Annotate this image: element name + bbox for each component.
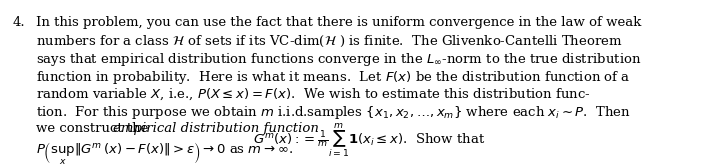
- Text: 4.: 4.: [13, 16, 25, 29]
- Text: random variable $X$, i.e., $P(X \leq x) = F(x)$.  We wish to estimate this distr: random variable $X$, i.e., $P(X \leq x) …: [36, 87, 590, 102]
- Text: numbers for a class $\mathcal{H}$ of sets if its VC-dim($\mathcal{H}$ ) is finit: numbers for a class $\mathcal{H}$ of set…: [36, 34, 623, 49]
- Text: empirical distribution function: empirical distribution function: [114, 122, 319, 135]
- Text: $G^m(x) := \frac{1}{m}\sum_{i=1}^{m} \mathbf{1}(x_i \leq x)$.  Show that: $G^m(x) := \frac{1}{m}\sum_{i=1}^{m} \ma…: [253, 122, 485, 160]
- Text: function in probability.  Here is what it means.  Let $F(x)$ be the distribution: function in probability. Here is what it…: [36, 69, 630, 86]
- Text: In this problem, you can use the fact that there is uniform convergence in the l: In this problem, you can use the fact th…: [36, 16, 641, 29]
- Text: we construct the: we construct the: [36, 122, 153, 135]
- Text: $P\left(\sup_x \|G^m(x) - F(x)\| > \epsilon\right) \to 0$ as $m \to \infty$.: $P\left(\sup_x \|G^m(x) - F(x)\| > \epsi…: [36, 140, 293, 166]
- Text: tion.  For this purpose we obtain $m$ i.i.d.samples $\{x_1, x_2, \ldots, x_m\}$ : tion. For this purpose we obtain $m$ i.i…: [36, 104, 631, 121]
- Text: says that empirical distribution functions converge in the $L_\infty$-norm to th: says that empirical distribution functio…: [36, 51, 641, 68]
